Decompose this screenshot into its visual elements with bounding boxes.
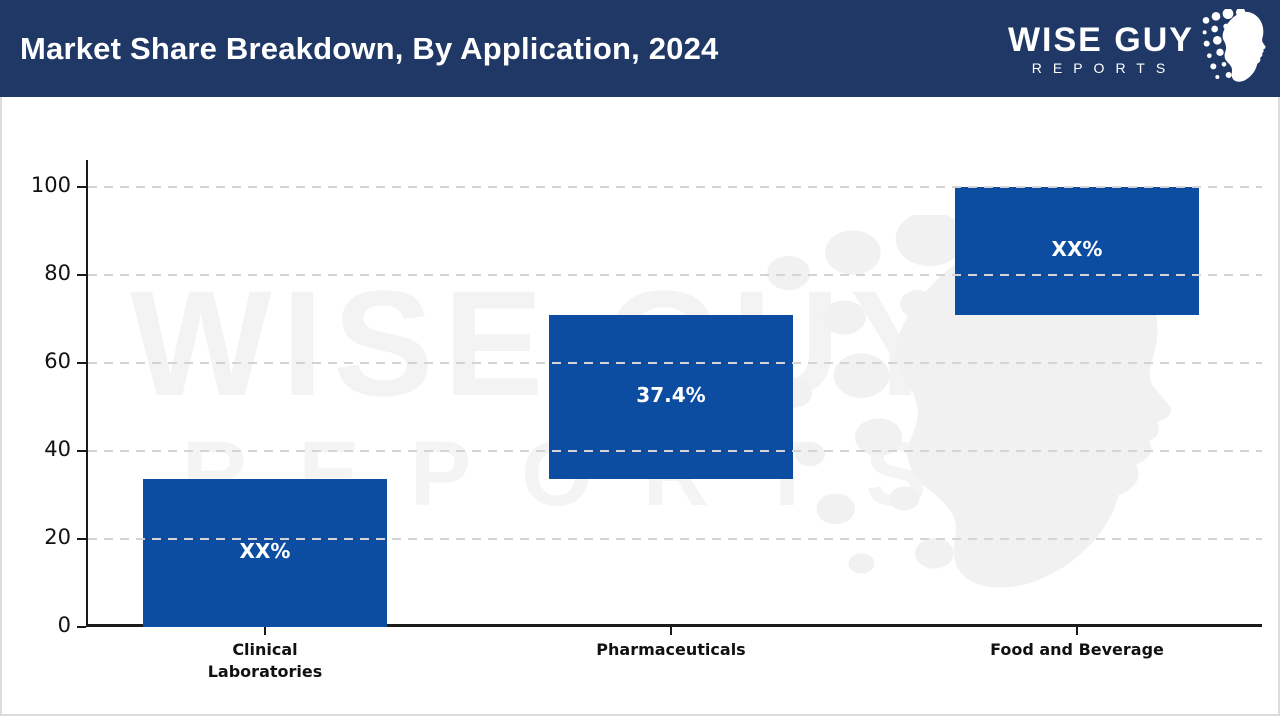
y-tick-mark	[77, 449, 86, 452]
logo-wordmark: WISE GUY REPORTS	[1008, 23, 1194, 75]
x-category-label: Clinical Laboratories	[207, 640, 323, 681]
header-bar: Market Share Breakdown, By Application, …	[0, 0, 1280, 97]
bar-value-label: XX%	[239, 539, 291, 564]
x-category-label: Pharmaceuticals	[596, 640, 746, 659]
gridline	[88, 537, 1262, 540]
y-tick-label: 20	[44, 524, 71, 549]
bar-value-label: 37.4%	[636, 383, 706, 408]
plot-area: 0 20 40 60 80 100 XX% Clinical Laboratories 37.4…	[31, 160, 1262, 681]
logo-line2: REPORTS	[1031, 59, 1177, 76]
y-tick-mark	[77, 626, 86, 628]
wise-guy-face-icon	[1202, 8, 1266, 82]
wise-guy-logo: WISE GUY REPORTS	[1008, 8, 1270, 89]
x-tick-mark	[670, 627, 672, 635]
bar	[549, 314, 793, 480]
y-tick-label: 100	[30, 172, 71, 197]
y-tick-mark	[77, 185, 86, 188]
gridline	[88, 185, 1262, 188]
gridline	[88, 449, 1262, 452]
y-tick-mark	[77, 273, 86, 276]
logo-line1: WISE GUY	[1007, 20, 1194, 59]
y-tick-label: 80	[44, 260, 71, 285]
bar	[143, 479, 387, 627]
x-tick-mark	[1076, 627, 1078, 635]
frame-right	[1278, 97, 1280, 716]
x-tick-mark	[264, 627, 266, 635]
bar-value-label: XX%	[1051, 236, 1103, 261]
y-tick-label: 0	[57, 613, 71, 637]
y-tick-label: 40	[44, 436, 71, 461]
gridline	[88, 273, 1262, 276]
gridline	[88, 361, 1262, 364]
frame-left	[0, 97, 2, 716]
chart-title: Market Share Breakdown, By Application, …	[20, 30, 719, 66]
y-tick-mark	[77, 537, 86, 540]
x-category-label: Food and Beverage	[990, 640, 1164, 659]
y-tick-mark	[77, 361, 86, 364]
y-axis	[86, 160, 88, 627]
y-tick-label: 60	[44, 348, 71, 373]
frame-bottom	[0, 714, 1280, 716]
x-axis	[86, 624, 1262, 627]
